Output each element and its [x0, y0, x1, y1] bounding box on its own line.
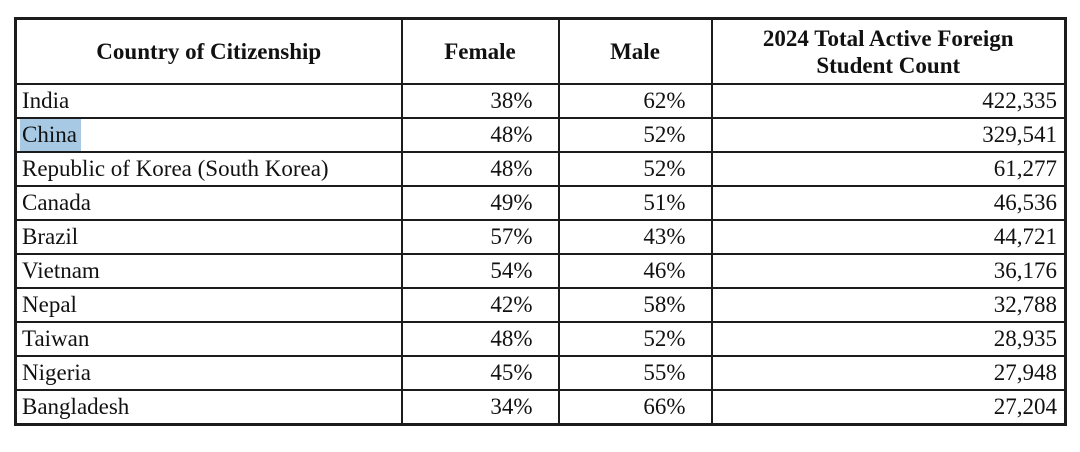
- female-cell: 42%: [400, 287, 560, 323]
- country-cell: China: [14, 117, 403, 153]
- male-cell: 52%: [557, 321, 713, 357]
- header-country: Country of Citizenship: [14, 17, 403, 85]
- country-label: Nepal: [22, 292, 77, 317]
- header-count: 2024 Total Active Foreign Student Count: [710, 17, 1067, 85]
- count-cell: 32,788: [710, 287, 1067, 323]
- table-body: India 38% 62% 422,335 China 48% 52% 329,…: [14, 83, 1067, 426]
- country-label: Nigeria: [22, 360, 91, 385]
- female-cell: 49%: [400, 185, 560, 221]
- table-row-south-korea: Republic of Korea (South Korea) 48% 52% …: [14, 151, 1067, 187]
- table-row-taiwan: Taiwan 48% 52% 28,935: [14, 321, 1067, 357]
- header-female: Female: [400, 17, 560, 85]
- female-cell: 54%: [400, 253, 560, 289]
- female-cell: 48%: [400, 117, 560, 153]
- male-cell: 62%: [557, 83, 713, 119]
- count-cell: 46,536: [710, 185, 1067, 221]
- header-row: Country of Citizenship Female Male 2024 …: [14, 17, 1067, 85]
- table-header: Country of Citizenship Female Male 2024 …: [14, 17, 1067, 85]
- female-cell: 57%: [400, 219, 560, 255]
- female-cell: 48%: [400, 321, 560, 357]
- count-cell: 422,335: [710, 83, 1067, 119]
- male-cell: 66%: [557, 389, 713, 426]
- country-label: China: [22, 122, 77, 147]
- female-cell: 34%: [400, 389, 560, 426]
- country-cell: Brazil: [14, 219, 403, 255]
- country-cell: Republic of Korea (South Korea): [14, 151, 403, 187]
- count-cell: 36,176: [710, 253, 1067, 289]
- table-row-bangladesh: Bangladesh 34% 66% 27,204: [14, 389, 1067, 426]
- count-cell: 27,948: [710, 355, 1067, 391]
- female-cell: 45%: [400, 355, 560, 391]
- count-cell: 27,204: [710, 389, 1067, 426]
- country-label: Brazil: [22, 224, 79, 249]
- country-label: Republic of Korea (South Korea): [22, 156, 329, 181]
- table-row-china: China 48% 52% 329,541: [14, 117, 1067, 153]
- country-cell: Vietnam: [14, 253, 403, 289]
- table-row-nigeria: Nigeria 45% 55% 27,948: [14, 355, 1067, 391]
- country-cell: Canada: [14, 185, 403, 221]
- table-row-canada: Canada 49% 51% 46,536: [14, 185, 1067, 221]
- table-row-nepal: Nepal 42% 58% 32,788: [14, 287, 1067, 323]
- country-label: Bangladesh: [22, 394, 130, 419]
- female-cell: 48%: [400, 151, 560, 187]
- country-cell: Nigeria: [14, 355, 403, 391]
- country-cell: India: [14, 83, 403, 119]
- header-male: Male: [557, 17, 713, 85]
- country-label: Canada: [22, 190, 91, 215]
- male-cell: 46%: [557, 253, 713, 289]
- text-selection-highlight: China: [20, 120, 81, 150]
- table-row-vietnam: Vietnam 54% 46% 36,176: [14, 253, 1067, 289]
- male-cell: 55%: [557, 355, 713, 391]
- country-label: Vietnam: [22, 258, 100, 283]
- count-cell: 44,721: [710, 219, 1067, 255]
- country-cell: Taiwan: [14, 321, 403, 357]
- female-cell: 38%: [400, 83, 560, 119]
- male-cell: 52%: [557, 151, 713, 187]
- count-cell: 329,541: [710, 117, 1067, 153]
- country-cell: Bangladesh: [14, 389, 403, 426]
- male-cell: 58%: [557, 287, 713, 323]
- table-row-india: India 38% 62% 422,335: [14, 83, 1067, 119]
- count-cell: 61,277: [710, 151, 1067, 187]
- country-label: India: [22, 88, 70, 113]
- country-cell: Nepal: [14, 287, 403, 323]
- male-cell: 51%: [557, 185, 713, 221]
- male-cell: 52%: [557, 117, 713, 153]
- count-cell: 28,935: [710, 321, 1067, 357]
- male-cell: 43%: [557, 219, 713, 255]
- table-row-brazil: Brazil 57% 43% 44,721: [14, 219, 1067, 255]
- foreign-student-table: Country of Citizenship Female Male 2024 …: [14, 17, 1067, 426]
- country-label: Taiwan: [22, 326, 90, 351]
